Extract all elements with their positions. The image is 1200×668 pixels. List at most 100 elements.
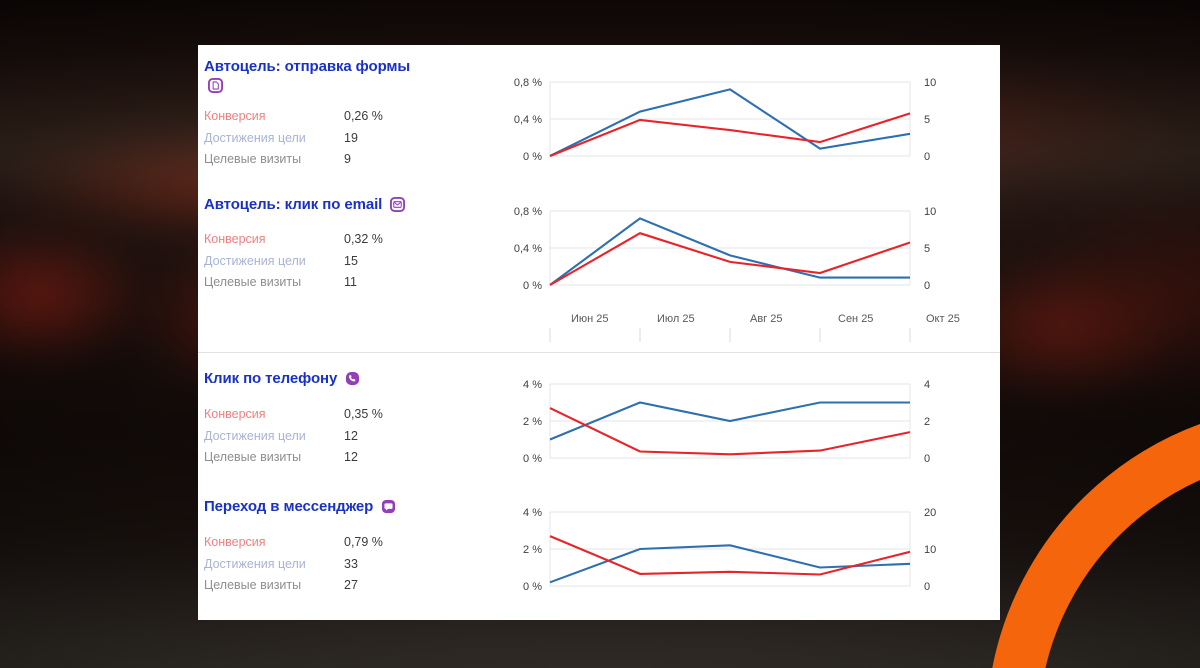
series-conversion	[549, 535, 911, 576]
x-tick-label: Июл 25	[657, 313, 695, 325]
goal-chart-container: 0,8 % 0,4 % 0 % 10 5 0	[498, 57, 1000, 190]
metric-value-conversion: 0,35 %	[344, 407, 383, 421]
envelope-icon	[390, 197, 406, 212]
series-target-visits	[549, 401, 910, 441]
x-tick-label: Авг 25	[750, 313, 782, 325]
metric-row-goal-reaches: Достижения цели 15	[204, 251, 498, 273]
metric-row-goal-reaches: Достижения цели 12	[204, 426, 498, 448]
metric-label-target-visits: Целевые визиты	[204, 152, 302, 166]
svg-text:10: 10	[924, 206, 936, 218]
goal-block: Автоцель: клик по email Конверсия 0,32 %	[198, 190, 1000, 353]
metric-value-goal-reaches: 15	[344, 253, 358, 268]
metric-value-conversion: 0,79 %	[344, 535, 383, 549]
metric-label-conversion: Конверсия	[204, 407, 266, 421]
series-target-visits	[549, 217, 910, 286]
metric-label-conversion: Конверсия	[204, 232, 266, 246]
metric-value-goal-reaches: 19	[344, 130, 358, 145]
goal-summary: Автоцель: клик по email Конверсия 0,32 %	[198, 195, 498, 353]
svg-text:5: 5	[924, 114, 930, 126]
svg-text:0,8 %: 0,8 %	[514, 206, 542, 218]
metric-row-target-visits: Целевые визиты 11	[204, 272, 498, 294]
x-tick-label: Окт 25	[926, 313, 960, 325]
svg-text:20: 20	[924, 507, 936, 519]
svg-text:0: 0	[924, 581, 930, 593]
svg-text:0 %: 0 %	[523, 151, 542, 163]
svg-text:0: 0	[924, 151, 930, 163]
metric-label-target-visits: Целевые визиты	[204, 578, 302, 592]
metric-value-conversion: 0,32 %	[344, 232, 383, 246]
svg-text:0: 0	[924, 453, 930, 465]
series-conversion	[549, 232, 911, 286]
svg-text:2 %: 2 %	[523, 416, 542, 428]
metric-row-conversion: Конверсия 0,26 %	[204, 106, 498, 128]
goal-chart-container: 4 % 2 % 0 % 20 10 0	[498, 497, 1000, 609]
svg-text:4: 4	[924, 379, 930, 391]
document-icon	[208, 78, 223, 93]
svg-text:10: 10	[924, 544, 936, 556]
metric-label-conversion: Конверсия	[204, 109, 266, 123]
metric-label-target-visits: Целевые визиты	[204, 450, 302, 464]
svg-text:4 %: 4 %	[523, 379, 542, 391]
goal-chart: 0,8 % 0,4 % 0 % 10 5 0 Июн 25 Июл 25 Авг…	[514, 206, 960, 342]
phone-icon	[345, 371, 360, 386]
metric-row-conversion: Конверсия 0,32 %	[204, 229, 498, 251]
metric-value-target-visits: 27	[344, 578, 358, 592]
goal-title[interactable]: Клик по телефону	[204, 369, 498, 388]
metric-value-target-visits: 12	[344, 450, 358, 464]
goal-summary: Переход в мессенджер Конверсия 0,79 %	[198, 497, 498, 609]
svg-text:2 %: 2 %	[523, 544, 542, 556]
section-divider	[198, 352, 1000, 353]
x-tick-label: Сен 25	[838, 313, 873, 325]
metrics-list: Конверсия 0,79 % Достижения цели 33 Целе…	[204, 532, 498, 597]
goal-summary: Автоцель: отправка формы Конверсия 0,26 …	[198, 57, 498, 190]
messenger-icon	[381, 499, 396, 514]
x-tick-label: Июн 25	[571, 313, 609, 325]
metric-value-goal-reaches: 12	[344, 428, 358, 443]
metric-value-target-visits: 11	[344, 275, 357, 289]
metric-row-goal-reaches: Достижения цели 33	[204, 554, 498, 576]
svg-text:5: 5	[924, 243, 930, 255]
svg-text:0,4 %: 0,4 %	[514, 114, 542, 126]
series-conversion	[549, 112, 911, 157]
svg-text:10: 10	[924, 77, 936, 89]
metrics-list: Конверсия 0,35 % Достижения цели 12 Целе…	[204, 404, 498, 469]
goals-report-panel: Автоцель: отправка формы Конверсия 0,26 …	[198, 45, 1000, 620]
metric-row-conversion: Конверсия 0,79 %	[204, 532, 498, 554]
metrics-list: Конверсия 0,32 % Достижения цели 15 Целе…	[204, 229, 498, 294]
svg-text:0,8 %: 0,8 %	[514, 77, 542, 89]
goal-chart-container: 4 % 2 % 0 % 4 2 0	[498, 369, 1000, 481]
goal-block: Переход в мессенджер Конверсия 0,79 %	[198, 481, 1000, 609]
svg-text:0,4 %: 0,4 %	[514, 243, 542, 255]
svg-text:0 %: 0 %	[523, 581, 542, 593]
svg-text:0 %: 0 %	[523, 280, 542, 292]
svg-text:0: 0	[924, 280, 930, 292]
goal-title[interactable]: Автоцель: клик по email	[204, 195, 498, 214]
goal-summary: Клик по телефону Конверсия 0,35 % Д	[198, 369, 498, 481]
goal-title-text: Автоцель: клик по email	[204, 196, 383, 213]
metric-value-goal-reaches: 33	[344, 556, 358, 571]
metric-value-target-visits: 9	[344, 152, 351, 166]
goal-title[interactable]: Переход в мессенджер	[204, 497, 498, 516]
metric-row-target-visits: Целевые визиты 27	[204, 575, 498, 597]
goal-block: Клик по телефону Конверсия 0,35 % Д	[198, 353, 1000, 481]
goal-chart: 4 % 2 % 0 % 4 2 0	[523, 379, 930, 465]
metric-row-goal-reaches: Достижения цели 19	[204, 128, 498, 150]
goal-chart: 0,8 % 0,4 % 0 % 10 5 0	[514, 77, 936, 163]
metrics-list: Конверсия 0,26 % Достижения цели 19 Целе…	[204, 106, 498, 171]
goal-title-text: Автоцель: отправка формы	[204, 58, 411, 75]
svg-text:0 %: 0 %	[523, 453, 542, 465]
series-target-visits	[549, 544, 911, 584]
svg-text:4 %: 4 %	[523, 507, 542, 519]
metric-label-goal-reaches: Достижения цели	[204, 556, 306, 571]
metric-row-conversion: Конверсия 0,35 %	[204, 404, 498, 426]
metric-value-conversion: 0,26 %	[344, 109, 383, 123]
goal-title-text: Клик по телефону	[204, 370, 338, 387]
goal-block: Автоцель: отправка формы Конверсия 0,26 …	[198, 45, 1000, 190]
goal-chart-container: 0,8 % 0,4 % 0 % 10 5 0 Июн 25 Июл 25 Авг…	[498, 195, 1000, 353]
series-target-visits	[549, 88, 911, 157]
metric-label-target-visits: Целевые визиты	[204, 275, 302, 289]
goal-title[interactable]: Автоцель: отправка формы	[204, 57, 498, 95]
metric-label-goal-reaches: Достижения цели	[204, 428, 306, 443]
svg-text:2: 2	[924, 416, 930, 428]
goal-title-text: Переход в мессенджер	[204, 498, 374, 515]
